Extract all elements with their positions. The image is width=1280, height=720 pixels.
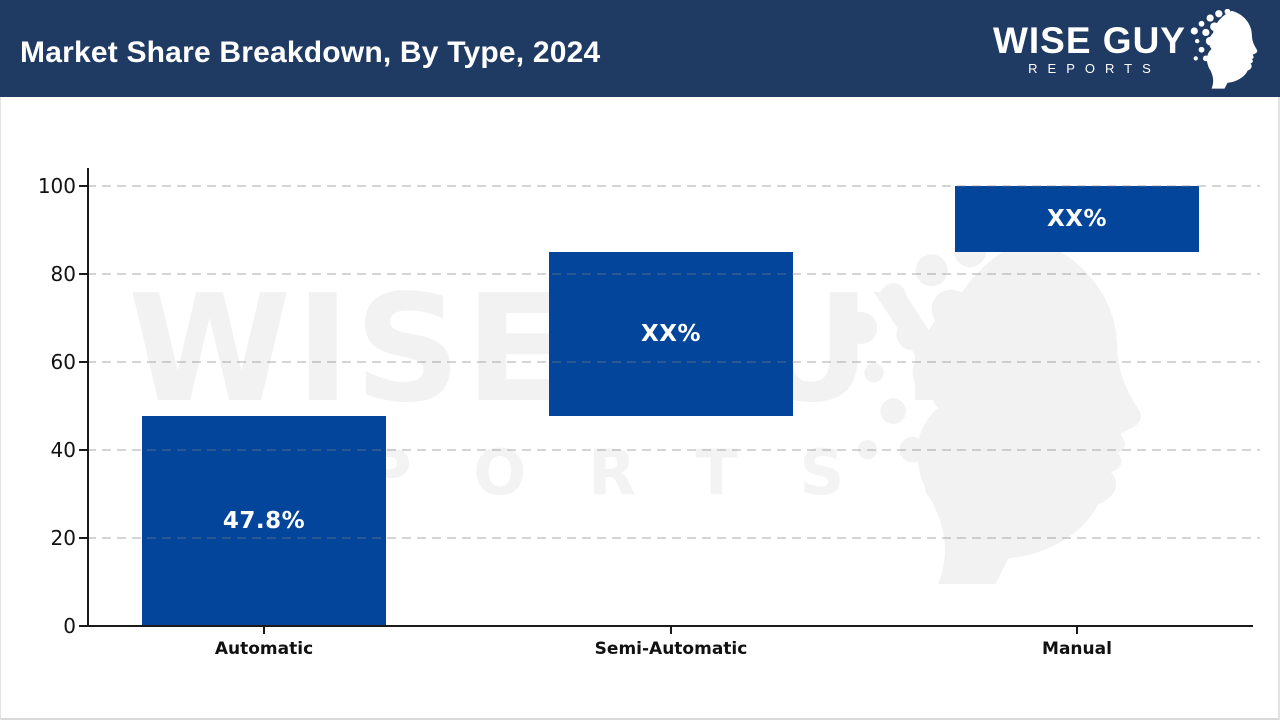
page-right-hairline — [1278, 97, 1280, 720]
bar-automatic: 47.8% — [142, 415, 386, 626]
y-axis-tick-mark-60 — [79, 361, 87, 363]
y-axis-tick-label-100: 100 — [37, 174, 76, 198]
x-axis-tick-mark-manual — [1076, 627, 1078, 634]
page-left-hairline — [0, 97, 1, 720]
y-axis-tick-mark-40 — [79, 449, 87, 451]
y-axis-tick-label-20: 20 — [50, 526, 76, 550]
x-axis-line — [87, 625, 1253, 627]
x-axis-tick-mark-semi-automatic — [670, 627, 672, 634]
y-axis-tick-mark-100 — [79, 185, 87, 187]
x-axis-label-semi-automatic: Semi-Automatic — [594, 639, 748, 659]
y-axis-line — [87, 168, 89, 627]
header-bar: Market Share Breakdown, By Type, 2024 WI… — [0, 0, 1280, 97]
wiseguy-reports-logo: WISE GUY REPORTS — [992, 8, 1262, 89]
y-axis-tick-label-80: 80 — [50, 262, 76, 286]
y-axis-tick-mark-0 — [79, 625, 87, 627]
x-axis-label-automatic: Automatic — [214, 639, 314, 659]
y-axis-tick-label-60: 60 — [50, 350, 76, 374]
y-axis-tick-mark-80 — [79, 273, 87, 275]
bar-semi-automatic: XX% — [549, 252, 793, 416]
bar-value-label-semi-automatic: XX% — [640, 320, 701, 347]
page-title: Market Share Breakdown, By Type, 2024 — [20, 35, 601, 69]
logo-primary-text: WISE GUY — [992, 20, 1186, 61]
bar-manual: XX% — [955, 186, 1199, 252]
logo-secondary-text: REPORTS — [1028, 61, 1161, 76]
y-axis-tick-label-0: 0 — [63, 614, 76, 638]
y-axis-tick-mark-20 — [79, 537, 87, 539]
y-axis-tick-label-40: 40 — [50, 438, 76, 462]
x-axis-tick-mark-automatic — [263, 627, 265, 634]
bar-value-label-automatic: 47.8% — [222, 507, 306, 534]
x-axis-label-manual: Manual — [1042, 639, 1112, 659]
wiseguy-head-logo-icon — [1190, 8, 1258, 89]
bar-value-label-manual: XX% — [1046, 206, 1107, 232]
page-bottom-hairline — [0, 718, 1280, 720]
